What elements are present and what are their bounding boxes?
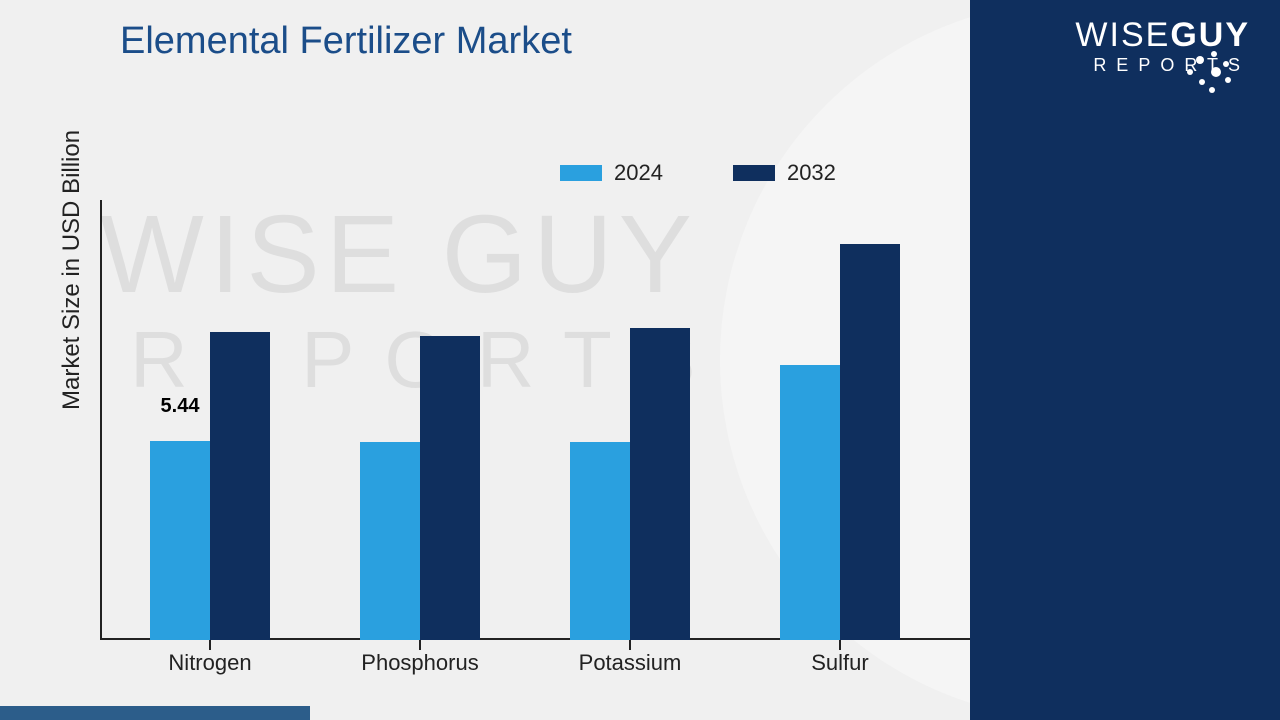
x-tick — [839, 640, 841, 650]
x-label: Sulfur — [811, 650, 868, 676]
brain-dots-icon — [1180, 42, 1240, 102]
bar-2032-sulfur — [840, 244, 900, 640]
legend-label-2032: 2032 — [787, 160, 836, 186]
bar-2024-phosphorus — [360, 442, 420, 640]
chart-plot-area: NitrogenPhosphorusPotassiumSulfur5.44 — [100, 200, 970, 640]
value-label: 5.44 — [161, 395, 200, 418]
x-tick — [629, 640, 631, 650]
x-tick — [419, 640, 421, 650]
x-label: Phosphorus — [361, 650, 478, 676]
legend-label-2024: 2024 — [614, 160, 663, 186]
x-tick — [209, 640, 211, 650]
brand-sidebar — [970, 0, 1280, 720]
brand-logo: WISEGUY REPORTS — [1075, 18, 1250, 74]
y-axis-line — [100, 200, 102, 640]
bar-2032-potassium — [630, 328, 690, 640]
chart-title: Elemental Fertilizer Market — [120, 20, 572, 63]
legend-swatch-2032 — [733, 165, 775, 181]
x-label: Potassium — [579, 650, 682, 676]
x-label: Nitrogen — [168, 650, 251, 676]
legend-swatch-2024 — [560, 165, 602, 181]
bar-2024-sulfur — [780, 365, 840, 640]
legend-item-2032: 2032 — [733, 160, 836, 186]
bar-2032-nitrogen — [210, 332, 270, 640]
legend: 2024 2032 — [560, 160, 836, 186]
bar-2024-potassium — [570, 442, 630, 640]
legend-item-2024: 2024 — [560, 160, 663, 186]
y-axis-label: Market Size in USD Billion — [58, 130, 86, 410]
page: WISE GUY REPORTS Elemental Fertilizer Ma… — [0, 0, 1280, 720]
brand-line1a: WISE — [1075, 16, 1170, 54]
footer-accent-bar — [0, 706, 310, 720]
bar-2024-nitrogen — [150, 441, 210, 640]
bar-2032-phosphorus — [420, 336, 480, 640]
